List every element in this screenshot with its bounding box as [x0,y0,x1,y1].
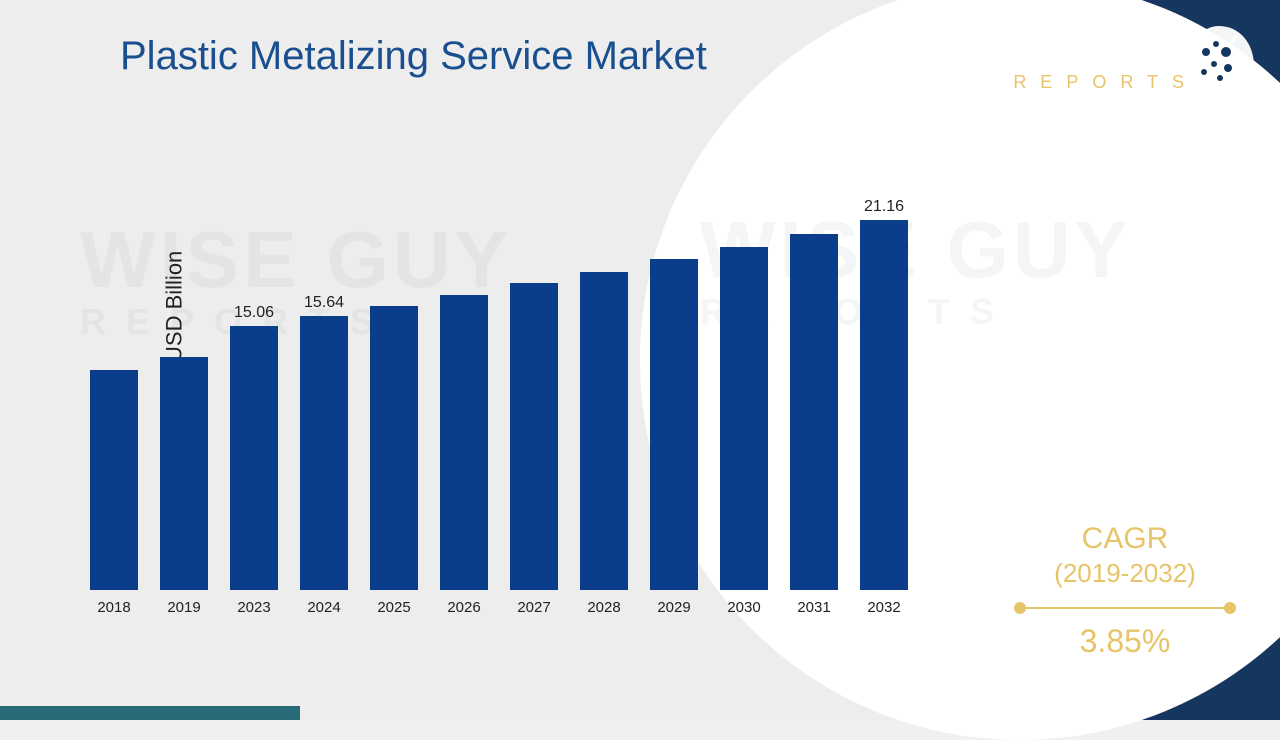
bar-x-label: 2029 [650,599,698,616]
bar-x-label: 2026 [440,599,488,616]
bar-x-label: 2027 [510,599,558,616]
bar-value-label: 21.16 [864,198,904,216]
bar-x-label: 2018 [90,599,138,616]
cagr-block: CAGR (2019-2032) 3.85% [1010,522,1240,660]
bar [160,357,208,590]
bar-value-label: 15.06 [234,304,274,322]
cagr-range: (2019-2032) [1010,558,1240,589]
bar-x-label: 2025 [370,599,418,616]
bar-group: 15.062023 [230,304,278,590]
bar-group: 2019 [160,335,208,590]
bar-group: 2018 [90,348,138,591]
bar-group: 2031 [790,212,838,590]
head-icon [1174,22,1264,122]
bar-group: 2029 [650,237,698,590]
bar-x-label: 2030 [720,599,768,616]
bottom-accent-bar [0,706,300,720]
bar [510,283,558,590]
chart-canvas: WISE GUY REPORTS WISE GUY REPORTS Plasti… [0,0,1280,720]
bar [580,272,628,590]
bar [440,295,488,590]
bars-container: 2018 2019 15.062023 15.642024 2025 2026 2027 20… [90,170,920,590]
chart-title: Plastic Metalizing Service Market [120,34,707,79]
bar-x-label: 2019 [160,599,208,616]
bar-x-label: 2024 [300,599,348,616]
bar [720,247,768,590]
bar-group: 2030 [720,225,768,590]
bar-x-label: 2032 [860,599,908,616]
bar-value-label: 15.64 [304,294,344,312]
brand-logo: WISE GUY REPORTS [980,30,1240,93]
cagr-divider [1020,607,1230,609]
bar [790,234,838,590]
bar [650,259,698,590]
bar-group: 21.162032 [860,198,908,590]
bar-group: 2027 [510,261,558,590]
bar-group: 15.642024 [300,294,348,590]
logo-sub-text: REPORTS [980,72,1198,93]
bar [230,326,278,590]
bar-group: 2028 [580,250,628,590]
bar-group: 2026 [440,273,488,590]
bar [860,220,908,590]
cagr-label: CAGR [1010,522,1240,556]
bar-x-label: 2031 [790,599,838,616]
bar-group: 2025 [370,284,418,590]
bar [300,316,348,590]
bar-x-label: 2023 [230,599,278,616]
cagr-value: 3.85% [1010,623,1240,660]
bar-chart: Market Value in USD Billion 2018201915.0… [60,150,920,620]
bar [90,370,138,591]
bar-x-label: 2028 [580,599,628,616]
bar [370,306,418,590]
